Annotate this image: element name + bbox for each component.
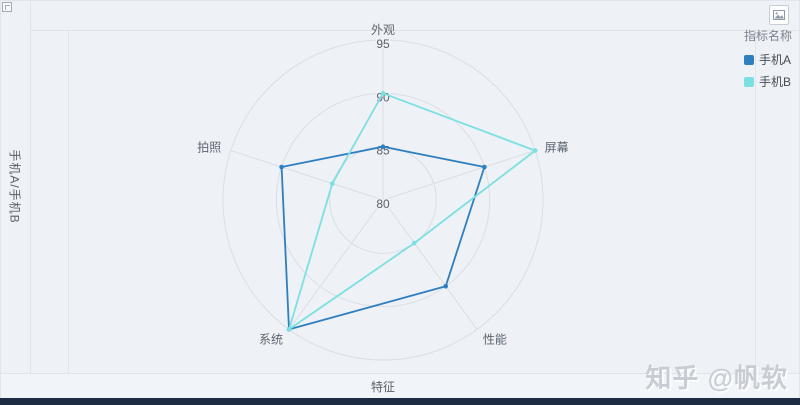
series-line <box>280 145 486 331</box>
data-point[interactable] <box>380 144 386 149</box>
x-axis-title: 特征 <box>370 380 396 394</box>
data-point[interactable] <box>330 181 335 186</box>
series-line <box>288 92 537 331</box>
image-icon <box>773 10 785 20</box>
legend-label: 手机A <box>758 53 791 67</box>
category-label: 外观 <box>371 23 395 37</box>
category-label: 屏幕 <box>545 141 569 155</box>
radial-tick-label: 95 <box>376 37 390 51</box>
bottom-bar <box>0 398 800 405</box>
radar-grid <box>222 39 544 361</box>
legend-title: 指标名称 <box>743 29 792 43</box>
grid-line-vertical <box>68 30 69 373</box>
radial-tick-label: 80 <box>376 197 390 211</box>
collapse-icon[interactable] <box>2 2 12 12</box>
series-2[interactable] <box>286 91 538 332</box>
category-label: 拍照 <box>197 140 221 155</box>
legend: 指标名称 手机A 手机B <box>743 27 792 95</box>
data-point[interactable] <box>279 164 284 170</box>
legend-item-1[interactable]: 手机A <box>743 51 792 68</box>
legend-swatch <box>743 76 754 87</box>
category-label: 性能 <box>483 332 507 346</box>
data-point[interactable] <box>412 240 417 246</box>
grid-line-vertical <box>755 30 756 373</box>
data-point[interactable] <box>443 284 449 289</box>
data-point[interactable] <box>286 327 292 332</box>
header-divider <box>30 30 800 31</box>
legend-swatch <box>743 54 754 65</box>
data-point[interactable] <box>482 164 487 170</box>
category-label: 系统 <box>259 332 283 346</box>
y-axis-title-column: 手机A/手机B <box>0 0 31 373</box>
legend-label: 手机B <box>758 75 791 89</box>
data-point[interactable] <box>532 148 538 153</box>
export-image-button[interactable] <box>769 5 789 25</box>
data-point[interactable] <box>380 91 386 96</box>
legend-item-2[interactable]: 手机B <box>743 73 792 90</box>
legend-items: 手机A 手机B <box>743 51 792 90</box>
x-axis-title-row <box>0 373 800 399</box>
